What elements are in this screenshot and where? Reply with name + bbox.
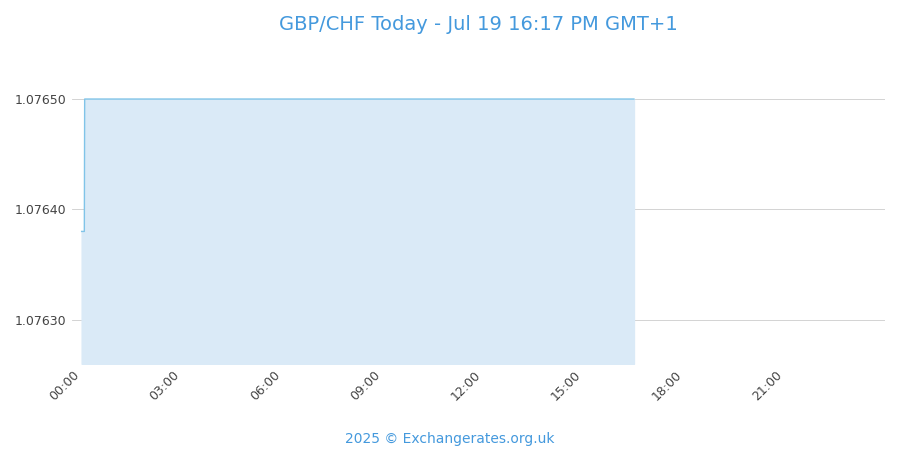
Text: 2025 © Exchangerates.org.uk: 2025 © Exchangerates.org.uk — [346, 432, 554, 446]
Title: GBP/CHF Today - Jul 19 16:17 PM GMT+1: GBP/CHF Today - Jul 19 16:17 PM GMT+1 — [279, 15, 678, 34]
